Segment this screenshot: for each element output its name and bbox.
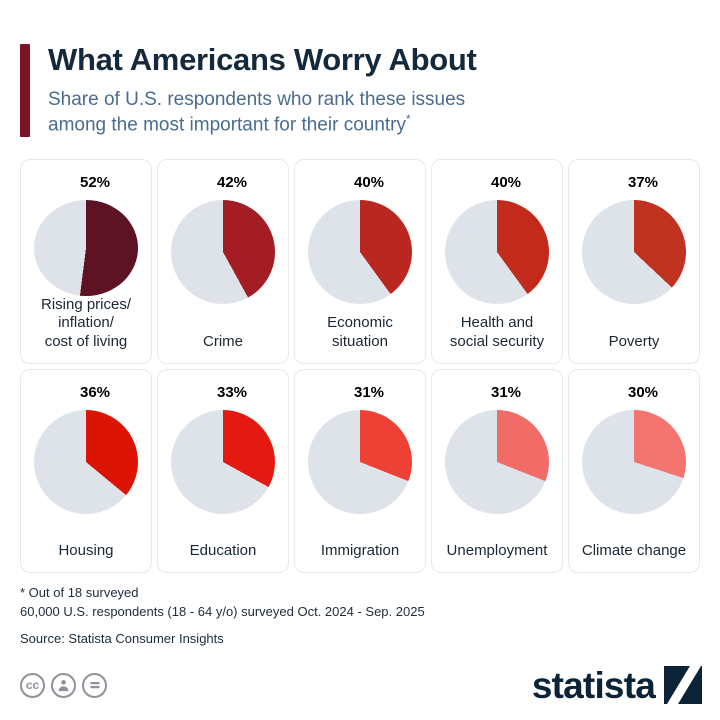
issue-card: 36% Housing bbox=[20, 369, 152, 574]
pie-chart bbox=[445, 410, 549, 515]
issue-label: Health and social security bbox=[449, 314, 545, 350]
pie-percent: 42% bbox=[216, 174, 248, 192]
issue-label: Immigration bbox=[320, 541, 400, 559]
pie-percent: 40% bbox=[353, 174, 385, 192]
pie-chart bbox=[582, 410, 686, 515]
equal-icon bbox=[82, 672, 107, 698]
subtitle-line-2: among the most important for their count… bbox=[48, 113, 406, 135]
issue-label: Economic situation bbox=[327, 314, 393, 350]
subtitle: Share of U.S. respondents who rank these… bbox=[48, 87, 477, 137]
attribution-icon bbox=[51, 672, 76, 698]
issue-card: 33% Education bbox=[157, 369, 289, 574]
pie-percent: 30% bbox=[627, 384, 659, 402]
pie-chart bbox=[34, 410, 138, 515]
issue-label: Crime bbox=[203, 332, 243, 350]
pie-percent: 37% bbox=[627, 174, 659, 192]
cc-icon: cc bbox=[20, 672, 45, 698]
bottom-bar: cc statista bbox=[20, 666, 702, 704]
issue-card: 40% Health and social security bbox=[431, 159, 563, 365]
pie-grid: 52% Rising prices/ inflation/ cost of li… bbox=[20, 159, 700, 574]
issue-card: 42% Crime bbox=[157, 159, 289, 365]
issue-card: 31% Immigration bbox=[294, 369, 426, 574]
footnote-respondents: 60,000 U.S. respondents (18 - 64 y/o) su… bbox=[20, 604, 425, 620]
issue-card: 30% Climate change bbox=[568, 369, 700, 574]
pie-percent: 31% bbox=[353, 384, 385, 402]
brand: statista bbox=[532, 666, 702, 704]
pie-chart bbox=[171, 410, 275, 515]
issue-label: Climate change bbox=[581, 541, 687, 559]
subtitle-line-1: Share of U.S. respondents who rank these… bbox=[48, 88, 466, 110]
pie-chart bbox=[171, 200, 275, 305]
pie-chart bbox=[308, 410, 412, 515]
issue-card: 52% Rising prices/ inflation/ cost of li… bbox=[20, 159, 152, 365]
statista-logo bbox=[664, 666, 702, 704]
statista-wordmark: statista bbox=[531, 664, 656, 706]
issue-label: Housing bbox=[58, 541, 114, 559]
pie-chart bbox=[445, 200, 549, 305]
header: What Americans Worry About Share of U.S.… bbox=[0, 0, 720, 138]
subtitle-asterisk: * bbox=[406, 111, 411, 126]
pie-percent: 52% bbox=[79, 174, 111, 192]
pie-percent: 36% bbox=[79, 384, 111, 402]
issue-label: Education bbox=[189, 541, 257, 559]
pie-chart bbox=[308, 200, 412, 305]
page-title: What Americans Worry About bbox=[48, 42, 477, 77]
pie-chart bbox=[582, 200, 686, 305]
issue-card: 31% Unemployment bbox=[431, 369, 563, 574]
pie-percent: 31% bbox=[490, 384, 522, 402]
source-line: Source: Statista Consumer Insights bbox=[20, 631, 224, 647]
issue-card: 37% Poverty bbox=[568, 159, 700, 365]
license-icons: cc bbox=[20, 672, 107, 698]
issue-label: Poverty bbox=[608, 332, 660, 350]
pie-percent: 40% bbox=[490, 174, 522, 192]
issue-label: Rising prices/ inflation/ cost of living bbox=[40, 296, 132, 350]
pie-chart bbox=[34, 200, 138, 297]
issue-card: 40% Economic situation bbox=[294, 159, 426, 365]
accent-bar bbox=[20, 44, 30, 138]
footnotes: * Out of 18 surveyed 60,000 U.S. respond… bbox=[20, 585, 700, 646]
pie-percent: 33% bbox=[216, 384, 248, 402]
footnote-surveyed: * Out of 18 surveyed bbox=[20, 585, 139, 601]
issue-label: Unemployment bbox=[446, 541, 548, 559]
